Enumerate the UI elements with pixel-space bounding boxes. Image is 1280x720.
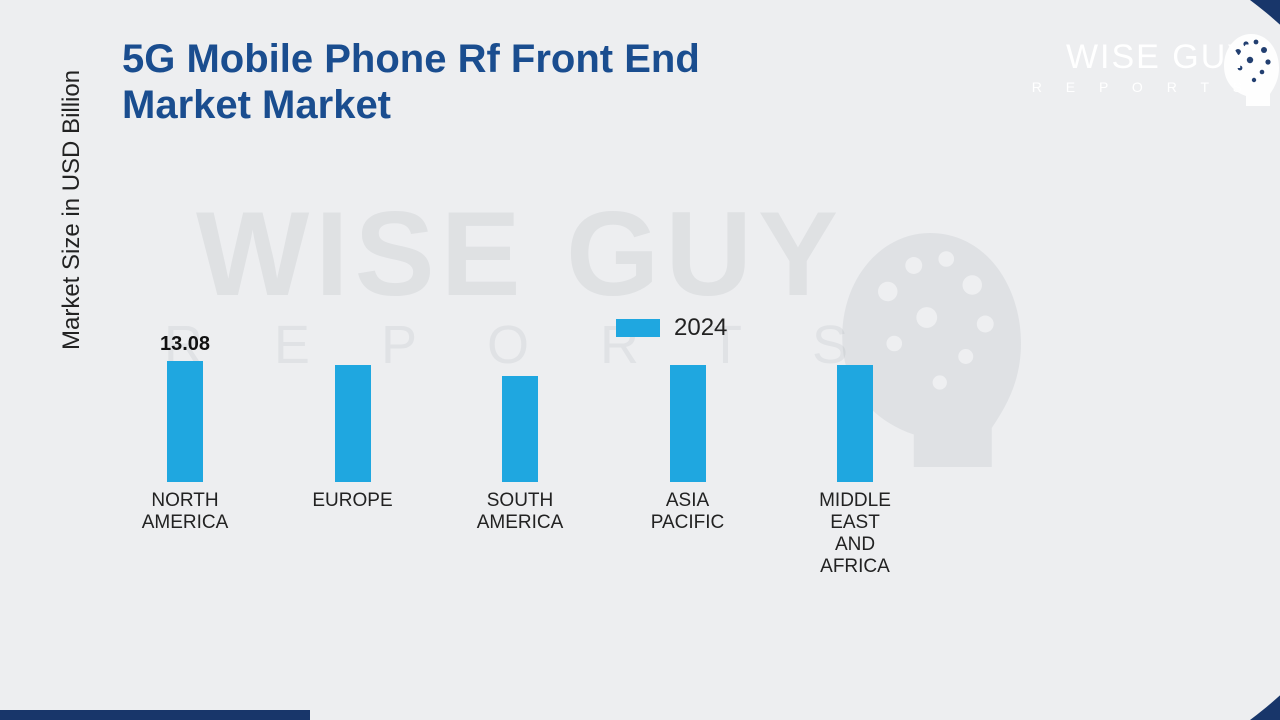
brand-logo: WISE GUY R E P O R T S — [1032, 38, 1252, 95]
bar — [502, 376, 538, 482]
chart-title: 5G Mobile Phone Rf Front End Market Mark… — [122, 36, 742, 128]
bar-slot — [278, 337, 428, 482]
footer-accent-bar — [0, 710, 310, 720]
y-axis-label: Market Size in USD Billion — [58, 70, 86, 350]
bar-slot — [613, 337, 763, 482]
bar-value-label: 13.08 — [160, 333, 210, 357]
category-label: EUROPE — [278, 490, 428, 577]
category-label: MIDDLE EAST AND AFRICA — [780, 490, 930, 577]
category-label: SOUTH AMERICA — [445, 490, 595, 577]
category-label: NORTH AMERICA — [110, 490, 260, 577]
brand-sub-text: R E P O R T S — [1032, 79, 1252, 95]
bar — [837, 365, 873, 482]
bar-chart: 13.08 NORTH AMERICAEUROPESOUTH AMERICAAS… — [110, 352, 930, 522]
bar — [670, 365, 706, 482]
bar-slot: 13.08 — [110, 333, 260, 482]
brand-main-text: WISE GUY — [1032, 38, 1252, 77]
bar-slot — [780, 337, 930, 482]
bar — [167, 361, 203, 482]
report-slide: WISE GUY R E P O R T S WISE GUY R E P O … — [0, 0, 1280, 720]
bar — [335, 365, 371, 482]
legend-swatch — [616, 319, 660, 337]
bar-slot — [445, 348, 595, 482]
category-label: ASIA PACIFIC — [613, 490, 763, 577]
